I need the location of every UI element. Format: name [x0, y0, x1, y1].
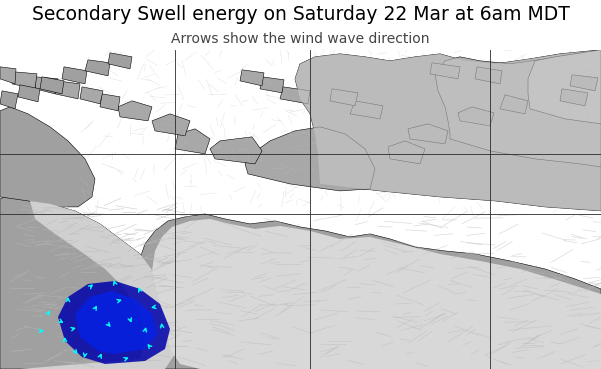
Polygon shape — [500, 95, 528, 114]
Polygon shape — [18, 85, 40, 102]
Polygon shape — [75, 291, 158, 354]
Polygon shape — [0, 67, 16, 84]
Polygon shape — [245, 127, 375, 191]
Polygon shape — [100, 94, 120, 111]
Polygon shape — [175, 129, 210, 154]
Polygon shape — [210, 137, 262, 164]
Polygon shape — [118, 101, 152, 121]
Polygon shape — [260, 77, 284, 93]
Polygon shape — [295, 50, 601, 211]
Polygon shape — [152, 219, 601, 369]
Polygon shape — [350, 101, 383, 119]
Polygon shape — [152, 114, 190, 136]
Polygon shape — [458, 107, 494, 126]
Polygon shape — [20, 201, 180, 369]
Polygon shape — [240, 70, 264, 86]
Polygon shape — [475, 67, 502, 84]
Polygon shape — [62, 67, 87, 84]
Polygon shape — [388, 141, 425, 164]
Polygon shape — [0, 197, 180, 369]
Polygon shape — [560, 89, 588, 106]
Text: Arrows show the wind wave direction: Arrows show the wind wave direction — [171, 32, 430, 46]
Polygon shape — [528, 50, 601, 124]
Polygon shape — [408, 124, 448, 144]
Polygon shape — [40, 77, 64, 94]
Polygon shape — [12, 72, 37, 89]
Polygon shape — [85, 60, 110, 76]
Polygon shape — [138, 214, 601, 369]
Polygon shape — [58, 281, 170, 364]
Polygon shape — [80, 87, 103, 104]
Polygon shape — [280, 87, 310, 104]
Polygon shape — [0, 107, 95, 207]
Text: Secondary Swell energy on Saturday 22 Mar at 6am MDT: Secondary Swell energy on Saturday 22 Ma… — [32, 6, 569, 24]
Polygon shape — [330, 89, 358, 106]
Polygon shape — [55, 81, 80, 99]
Polygon shape — [35, 77, 58, 94]
Polygon shape — [430, 63, 460, 79]
Polygon shape — [0, 91, 18, 109]
Polygon shape — [295, 50, 601, 211]
Polygon shape — [435, 50, 601, 167]
Polygon shape — [570, 75, 598, 91]
Polygon shape — [108, 53, 132, 69]
